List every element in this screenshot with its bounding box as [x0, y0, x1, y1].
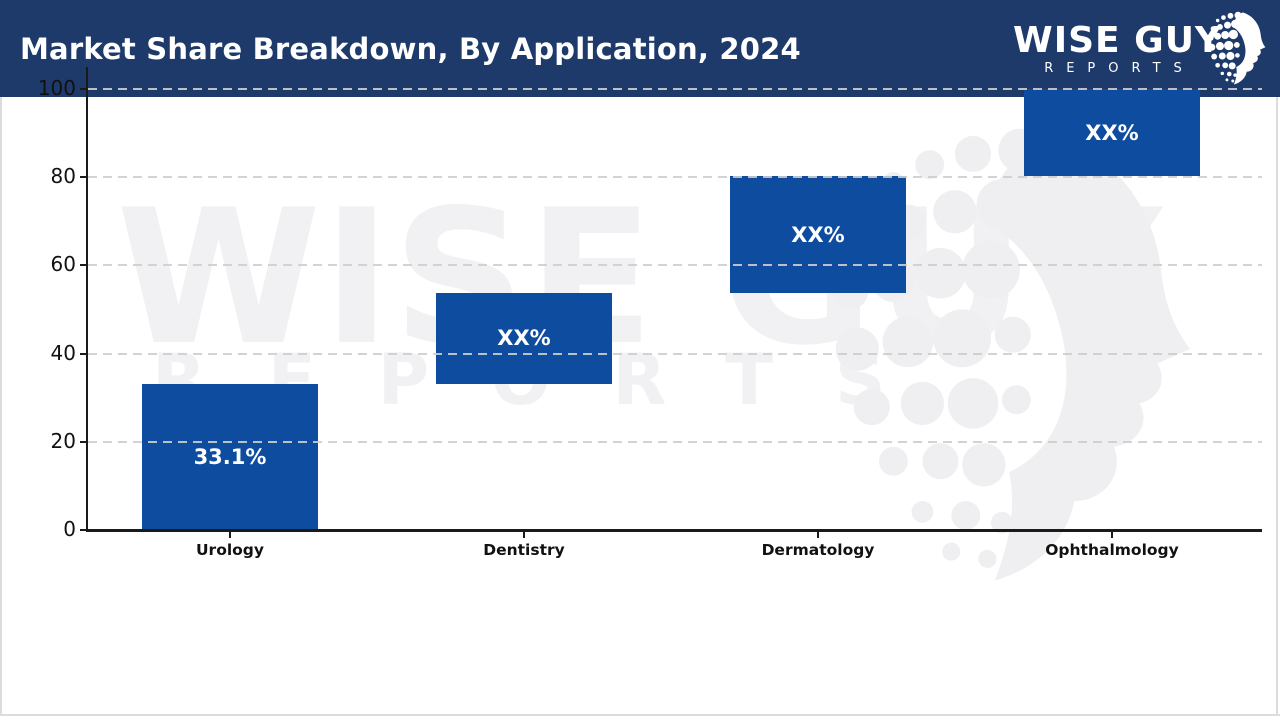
bar-dermatology: XX%	[730, 176, 906, 293]
y-axis-tick-label: 100	[37, 76, 76, 100]
x-axis-tick	[817, 532, 819, 538]
gridline-y40	[88, 352, 1262, 355]
x-axis-category-label: Ophthalmology	[1045, 541, 1179, 559]
gridline-y20	[88, 440, 1262, 443]
bar-value-label: XX%	[1085, 120, 1139, 145]
gridline-y100	[88, 88, 1262, 90]
bar-value-label: XX%	[791, 222, 845, 247]
y-axis-tick	[80, 440, 88, 443]
x-axis-category-label: Dentistry	[483, 541, 565, 559]
gridline-y80	[88, 176, 1262, 179]
y-axis-tick	[80, 352, 88, 355]
y-axis-tick-label: 0	[63, 517, 76, 541]
bar-value-label: XX%	[497, 326, 551, 351]
x-axis-category-label: Urology	[195, 541, 265, 559]
y-axis-line	[86, 66, 88, 532]
bar-dentistry: XX%	[436, 292, 612, 385]
x-axis-tick	[229, 532, 231, 538]
y-axis-tick-label: 80	[50, 164, 76, 189]
bar-value-label: 33.1%	[193, 445, 267, 469]
x-axis-category-label: Dermatology	[761, 541, 875, 559]
y-axis-tick	[80, 529, 88, 531]
x-axis-tick	[1111, 532, 1113, 538]
frame-border-bottom	[0, 714, 1280, 716]
page-title: Market Share Breakdown, By Application, …	[20, 31, 801, 66]
wiseguy-logo-text: WISE GUY REPORTS	[1012, 20, 1222, 76]
y-axis-tick-label: 20	[50, 428, 76, 453]
bar-ophthalmology: XX%	[1024, 89, 1200, 177]
frame-border-left	[0, 97, 2, 716]
bar-urology: 33.1%	[142, 384, 318, 530]
x-axis-line	[86, 529, 1262, 532]
y-axis-tick	[80, 88, 88, 90]
y-axis-tick-label: 40	[50, 340, 76, 365]
y-axis-tick	[80, 176, 88, 179]
wiseguy-logo: WISE GUY REPORTS	[1013, 4, 1270, 94]
y-axis-tick	[80, 264, 88, 267]
logo-wordmark: WISE GUY	[1012, 20, 1222, 61]
header-bar: Market Share Breakdown, By Application, …	[0, 0, 1280, 97]
y-axis-tick-label: 60	[50, 252, 76, 277]
gridline-y60	[88, 264, 1262, 267]
x-axis-tick	[523, 532, 525, 538]
logo-subtitle: REPORTS	[1044, 61, 1195, 76]
frame-border-right	[1276, 97, 1278, 716]
